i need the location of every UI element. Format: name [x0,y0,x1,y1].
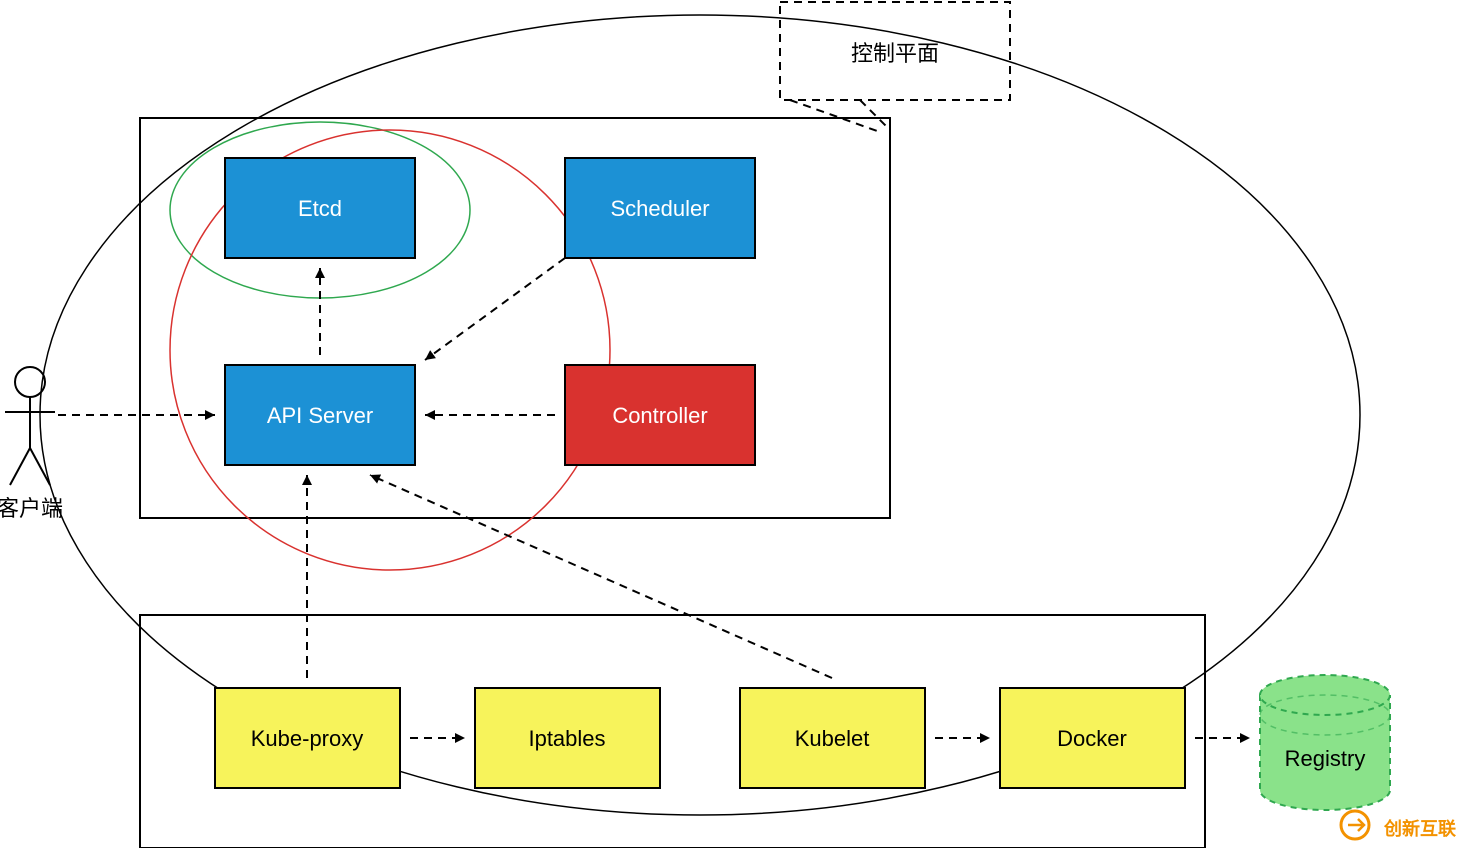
scheduler-label: Scheduler [610,196,709,221]
kubeproxy-label: Kube-proxy [251,726,364,751]
edge-scheduler-apiserver [425,258,565,360]
edges [58,258,1250,738]
actor-label: 客户端 [0,496,63,521]
registry-label: Registry [1285,746,1366,771]
etcd-label: Etcd [298,196,342,221]
callout-line-1 [790,100,880,132]
watermark: 创新互联 [1341,811,1456,839]
watermark-text: 创新互联 [1383,818,1456,839]
registry-node: Registry [1260,675,1390,810]
control-plane-label: 控制平面 [851,41,939,66]
edge-kubelet-apiserver [370,475,832,678]
iptables-label: Iptables [528,726,605,751]
docker-label: Docker [1057,726,1127,751]
architecture-diagram: 控制平面 Etcd Scheduler API Server Controlle… [0,0,1470,848]
apiserver-label: API Server [267,403,373,428]
callout-line-2 [860,100,888,128]
controller-label: Controller [612,403,707,428]
kubelet-label: Kubelet [795,726,870,751]
actor-icon [5,367,55,485]
